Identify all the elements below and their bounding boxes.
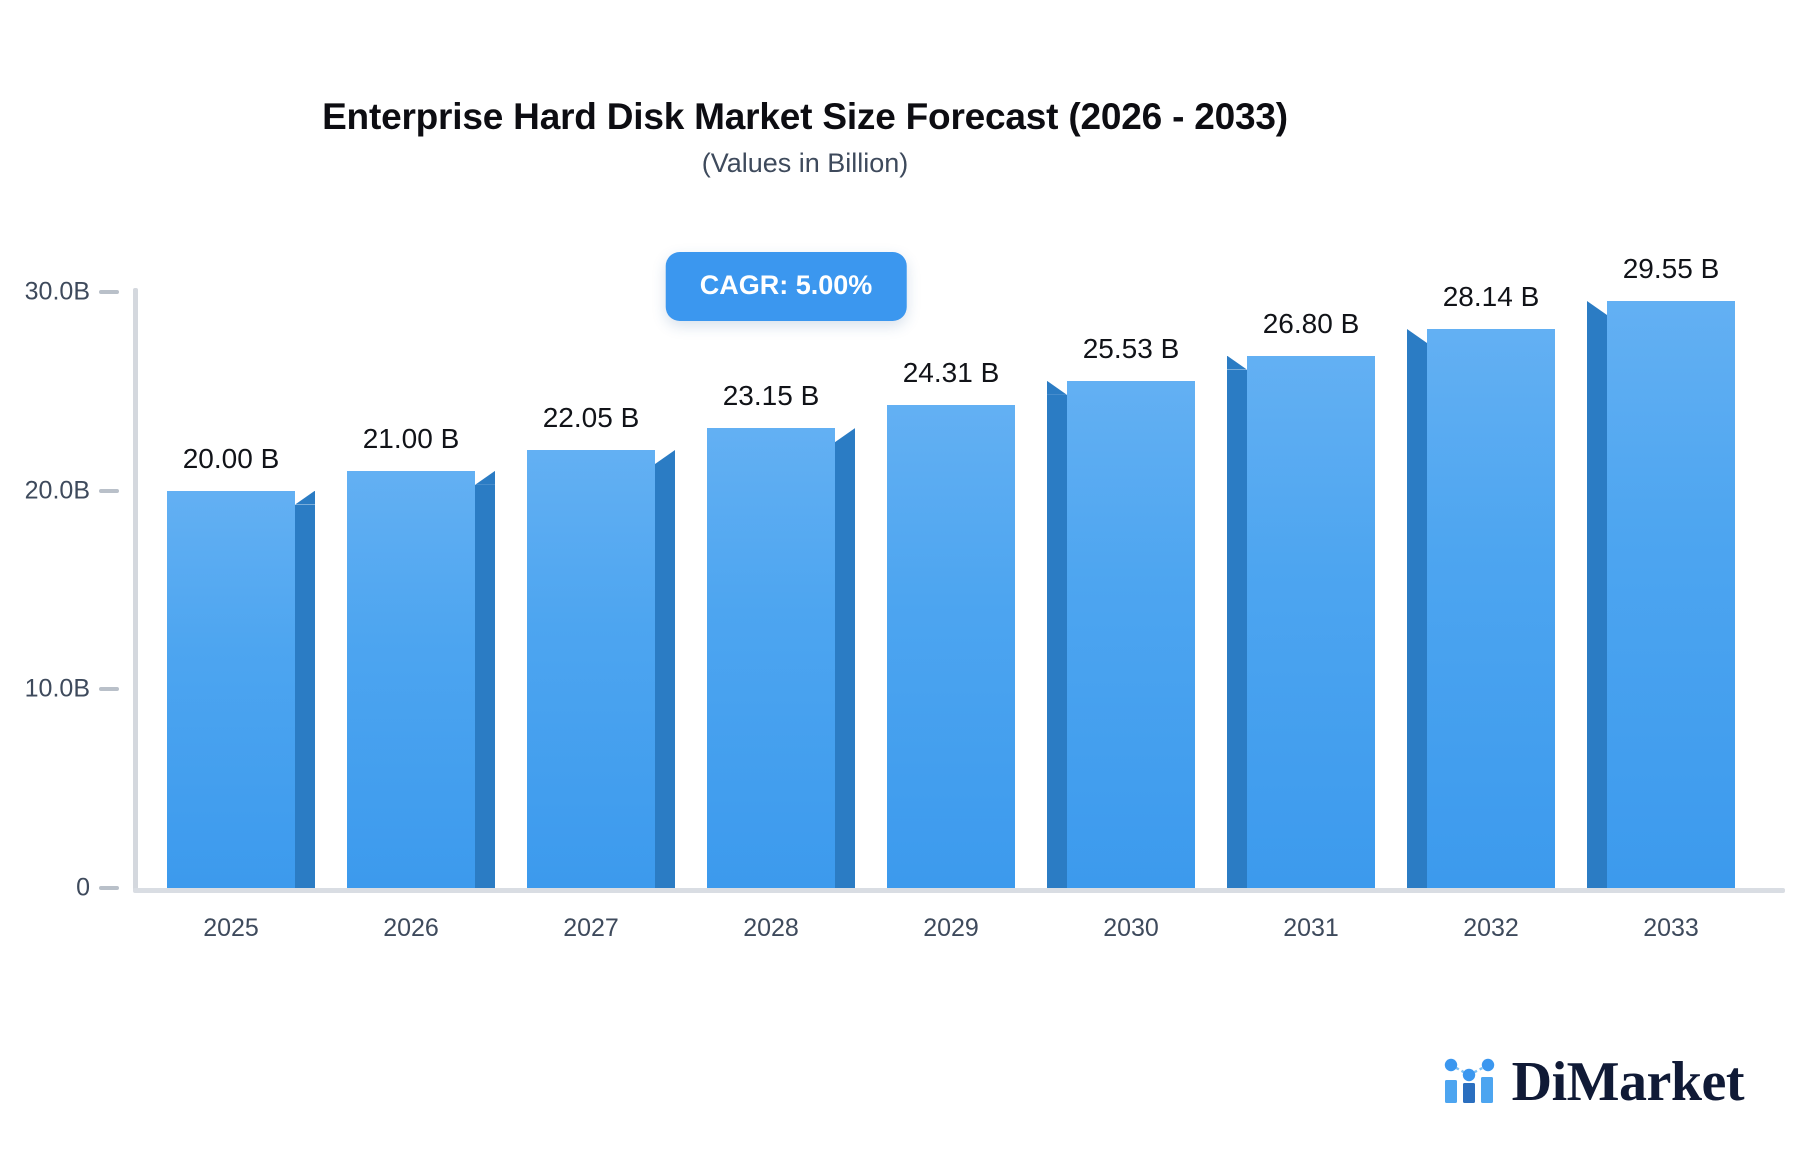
bar-2033: 29.55 B xyxy=(1587,253,1735,888)
y-axis-tick-label: 20.0B xyxy=(24,476,90,505)
dimarket-logo: DiMarket xyxy=(1442,1051,1745,1113)
x-axis-label-2033: 2033 xyxy=(1643,914,1699,942)
bar-side-face xyxy=(1587,314,1607,888)
y-axis-line xyxy=(133,288,138,892)
y-axis-tick-mark xyxy=(99,886,119,890)
bar-2031: 26.80 B xyxy=(1227,308,1375,888)
bar-side-face xyxy=(475,484,495,888)
bar-value-label: 24.31 B xyxy=(902,357,1000,389)
bar-value-label: 21.00 B xyxy=(362,422,460,454)
bar-side-face xyxy=(295,504,315,888)
bar-side-face xyxy=(655,463,675,888)
page-title: Enterprise Hard Disk Market Size Forecas… xyxy=(322,96,1288,137)
bar-face xyxy=(347,470,475,888)
bar-value-label: 20.00 B xyxy=(182,442,280,474)
y-axis-tick-mark xyxy=(99,488,119,493)
bar-face xyxy=(1427,328,1555,888)
bar-face xyxy=(887,405,1015,888)
x-axis-label-2027: 2027 xyxy=(563,914,619,942)
x-axis-line xyxy=(133,888,1785,893)
bar-2030: 25.53 B xyxy=(1047,333,1195,888)
x-axis-label-2030: 2030 xyxy=(1103,914,1159,942)
x-axis-label-2031: 2031 xyxy=(1283,914,1339,942)
bar-2025: 20.00 B xyxy=(167,443,315,888)
bar-2032: 28.14 B xyxy=(1407,281,1555,888)
x-axis-label-2032: 2032 xyxy=(1463,914,1519,942)
chart-subtitle: (Values in Billion) xyxy=(701,148,909,178)
cagr-badge: CAGR: 5.00% xyxy=(665,252,907,321)
bar-value-label: 26.80 B xyxy=(1262,307,1360,339)
x-axis-label-2028: 2028 xyxy=(743,914,799,942)
bar-side-face xyxy=(835,442,855,888)
bar-value-label: 22.05 B xyxy=(542,401,640,433)
bar-side-face xyxy=(1227,369,1247,888)
bar-value-label: 25.53 B xyxy=(1082,332,1180,364)
bar-value-label: 29.55 B xyxy=(1622,252,1720,284)
bar-face xyxy=(167,490,295,888)
y-axis-tick-label: 0 xyxy=(76,873,90,902)
bar-value-label: 23.15 B xyxy=(722,380,820,412)
bar-face xyxy=(1607,300,1735,888)
bar-2028: 23.15 B xyxy=(707,380,855,888)
bar-2026: 21.00 B xyxy=(347,423,495,888)
y-axis-tick-label: 30.0B xyxy=(24,277,90,306)
x-axis-label-2025: 2025 xyxy=(203,914,259,942)
bar-side-face xyxy=(1407,342,1427,888)
logo-text: DiMarket xyxy=(1511,1051,1745,1113)
bar-value-label: 28.14 B xyxy=(1442,280,1540,312)
bar-side-face xyxy=(1047,394,1067,888)
bar-chart-icon xyxy=(1442,1055,1498,1110)
bar-face xyxy=(1247,355,1375,888)
x-axis-label-2029: 2029 xyxy=(923,914,979,942)
y-axis-tick-mark xyxy=(99,687,119,692)
bar-face xyxy=(707,428,835,888)
y-axis-tick-label: 10.0B xyxy=(24,674,90,703)
bar-face xyxy=(1067,380,1195,888)
bar-2027: 22.05 B xyxy=(527,402,675,888)
bar-face xyxy=(527,449,655,888)
x-axis-label-2026: 2026 xyxy=(383,914,439,942)
bar-2029: 24.31 B xyxy=(887,357,1015,888)
y-axis-tick-mark xyxy=(99,290,119,294)
